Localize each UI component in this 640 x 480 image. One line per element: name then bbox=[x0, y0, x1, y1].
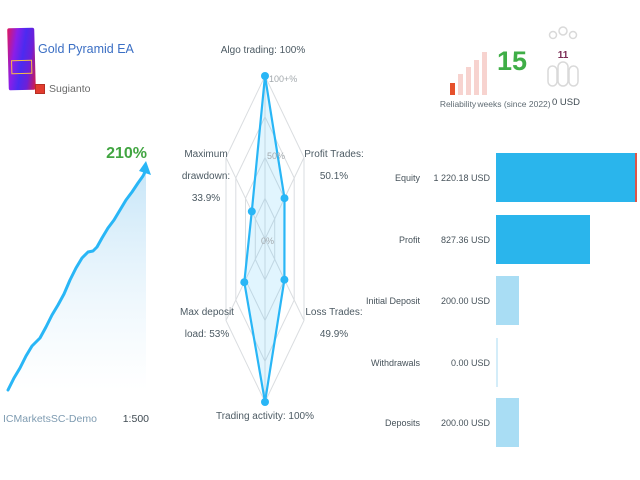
reliability-icon bbox=[450, 52, 487, 95]
radar-data-point bbox=[261, 72, 269, 80]
radar-data-point bbox=[280, 275, 289, 284]
product-logo-label-box bbox=[11, 59, 33, 75]
reliability-bar-2 bbox=[458, 74, 463, 95]
bar-row-value: 827.36 USD bbox=[440, 234, 490, 245]
radar-chart: 100+% 50% 0% bbox=[225, 72, 305, 406]
author-badge-icon bbox=[35, 84, 45, 94]
radar-axis-label-0: Algo trading: 100% bbox=[220, 45, 306, 56]
bar-row-2: Initial Deposit 200.00 USD bbox=[340, 276, 490, 325]
bar-row-value: 1 220.18 USD bbox=[433, 172, 490, 183]
subscriber-head-icon bbox=[568, 30, 578, 40]
radar-ring-label: 0% bbox=[261, 236, 274, 246]
bar-row-value: 200.00 USD bbox=[440, 295, 490, 306]
bar-deposits bbox=[496, 398, 519, 447]
reliability-bar-5 bbox=[482, 52, 487, 95]
reliability-bar-3 bbox=[466, 67, 471, 95]
weeks-label: weeks (since 2022) bbox=[477, 99, 551, 109]
product-logo bbox=[7, 27, 36, 91]
growth-chart bbox=[6, 161, 151, 392]
subscribers-icon: 11 bbox=[547, 26, 579, 87]
broker-name: ICMarketsSC-Demo bbox=[3, 413, 97, 425]
growth-line-arrow-tip bbox=[139, 161, 151, 175]
subscriber-body-icon bbox=[557, 61, 569, 87]
radar-data-point bbox=[261, 398, 269, 406]
radar-ring-label: 100+% bbox=[269, 74, 297, 84]
bar-row-0: Equity 1 220.18 USD bbox=[340, 153, 490, 202]
bar-row-label: Profit bbox=[398, 234, 420, 245]
bar-equity bbox=[496, 153, 637, 202]
growth-line bbox=[6, 168, 148, 392]
bar-initial-deposit bbox=[496, 276, 519, 325]
bar-row-4: Deposits 200.00 USD bbox=[340, 398, 490, 447]
product-title[interactable]: Gold Pyramid EA bbox=[38, 42, 134, 56]
radar-axis-label-3: Trading activity: 100% bbox=[215, 411, 315, 422]
reliability-label: Reliability bbox=[439, 99, 477, 109]
subscriber-body-icon bbox=[547, 65, 558, 87]
subscribers-count: 11 bbox=[558, 50, 569, 61]
bar-row-value: 200.00 USD bbox=[440, 417, 490, 428]
bar-row-label: Deposits bbox=[384, 417, 420, 428]
leverage-value: 1:500 bbox=[122, 413, 149, 425]
radar-ring-label: 50% bbox=[267, 151, 285, 161]
bar-row-label: Equity bbox=[394, 172, 420, 183]
radar-axis-spoke bbox=[225, 157, 266, 240]
price-label: 0 USD bbox=[552, 97, 580, 108]
subscriber-head-icon bbox=[558, 26, 568, 36]
subscriber-body-icon bbox=[568, 65, 579, 87]
bar-profit bbox=[496, 215, 590, 264]
subscriber-head-icon bbox=[548, 30, 558, 40]
reliability-bar-4 bbox=[474, 60, 479, 95]
growth-percent-label: 210% bbox=[106, 145, 147, 162]
bar-row-label: Initial Deposit bbox=[365, 295, 420, 306]
bar-withdrawals bbox=[496, 338, 498, 387]
bar-row-label: Withdrawals bbox=[370, 357, 420, 368]
radar-axis-label-4: Max deposit load: 53% bbox=[180, 307, 234, 340]
radar-axis-label-2: Loss Trades: 49.9% bbox=[305, 307, 363, 340]
radar-data-point bbox=[280, 194, 289, 203]
product-author[interactable]: Sugianto bbox=[49, 83, 91, 95]
radar-data-point bbox=[240, 278, 249, 287]
radar-axis-label-5: Maximum drawdown: 33.9% bbox=[181, 149, 231, 204]
bar-row-1: Profit 827.36 USD bbox=[340, 215, 490, 264]
radar-data-point bbox=[247, 207, 256, 216]
bar-row-3: Withdrawals 0.00 USD bbox=[340, 338, 490, 387]
bar-row-value: 0.00 USD bbox=[450, 357, 490, 368]
reliability-bar-1 bbox=[450, 83, 455, 95]
weeks-value: 15 bbox=[496, 46, 528, 76]
radar-axis-label-1: Profit Trades: 50.1% bbox=[304, 149, 364, 182]
